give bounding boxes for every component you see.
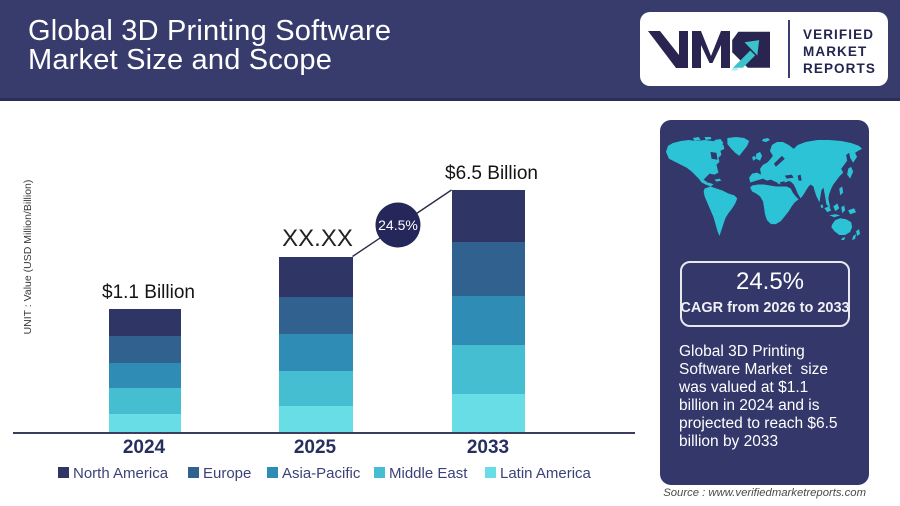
- svg-text:24.5%: 24.5%: [378, 217, 418, 233]
